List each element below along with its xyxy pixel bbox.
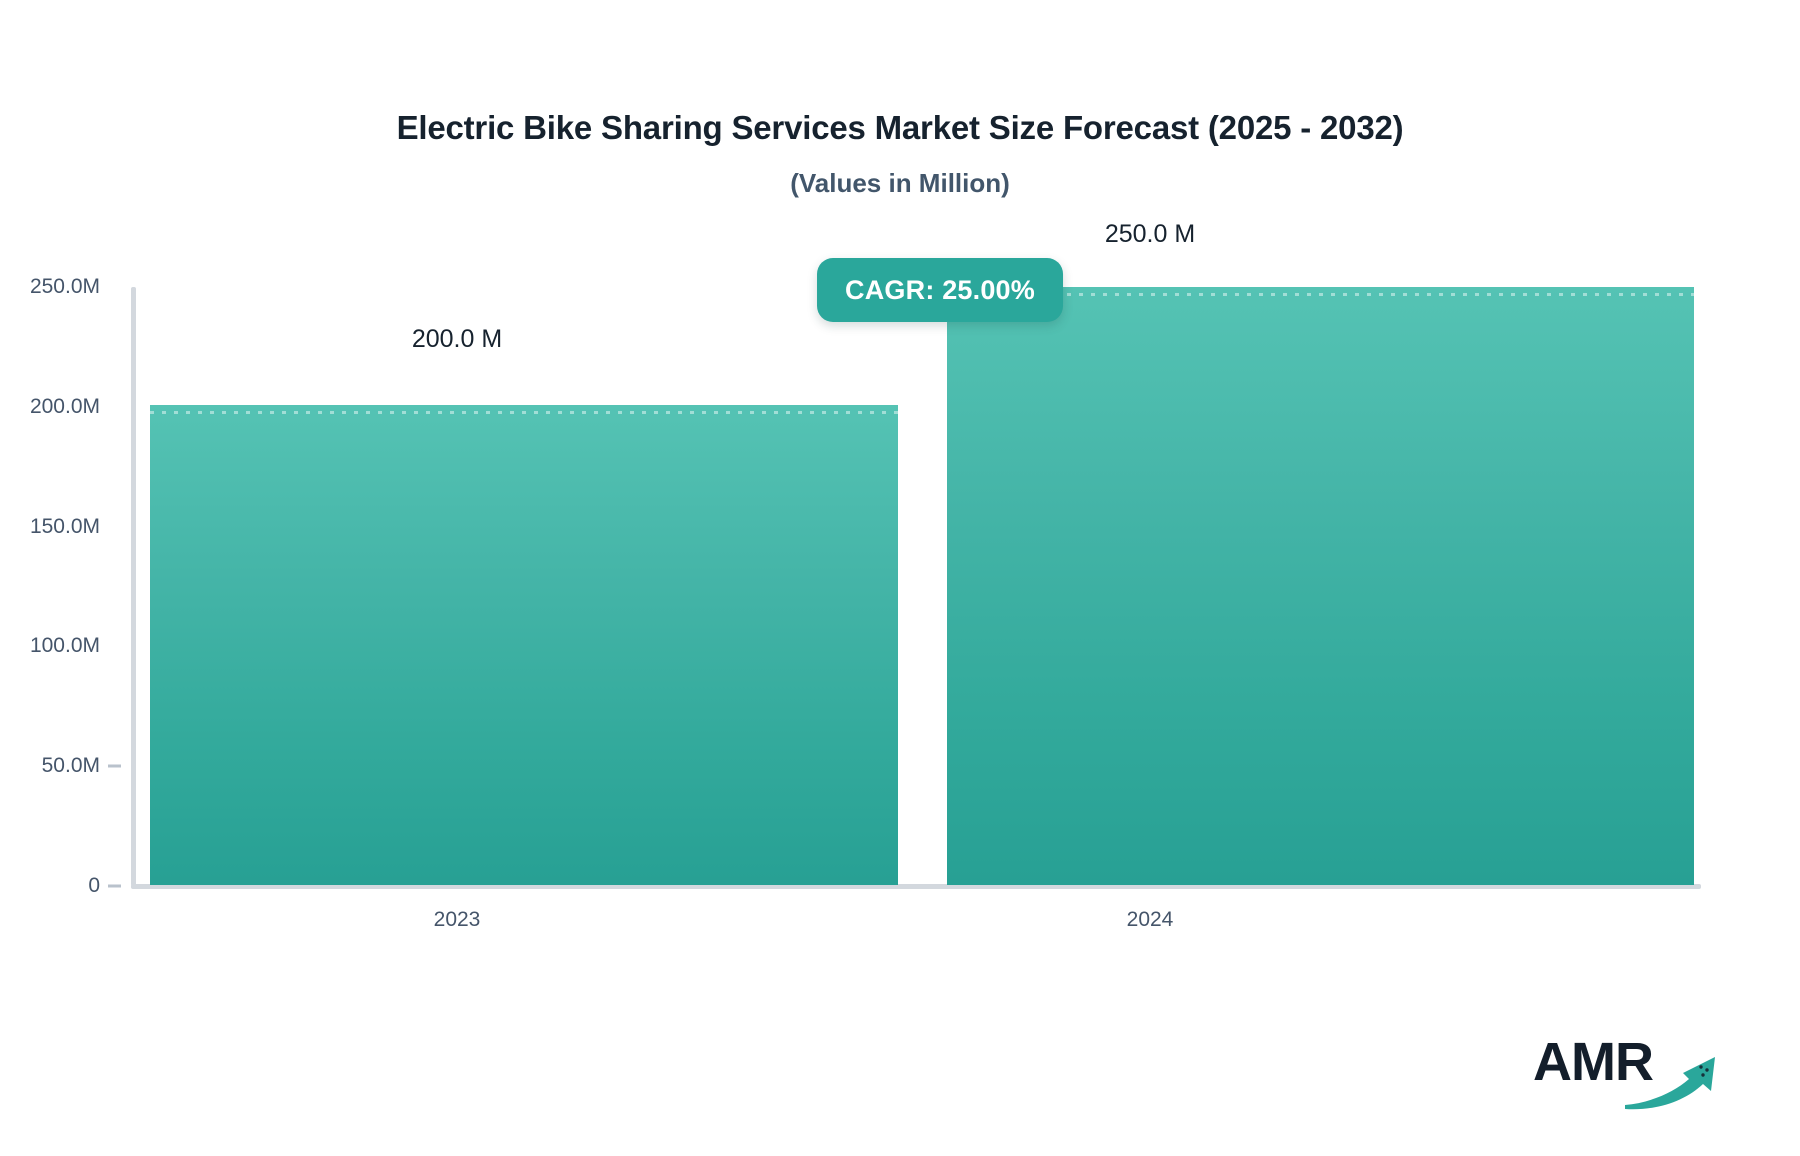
logo-text: AMR (1533, 1032, 1654, 1092)
page-title: Electric Bike Sharing Services Market Si… (396, 109, 1404, 146)
growth-arrow-icon (1623, 1043, 1763, 1120)
y-axis-tick-mark (108, 884, 121, 888)
y-axis-line (131, 287, 136, 886)
y-axis-tick-label: 250.0M (29, 275, 100, 298)
x-axis-label-2023: 2023 (433, 908, 481, 931)
x-axis-line (131, 884, 1701, 889)
bar-2023[interactable] (150, 405, 898, 885)
amr-logo: AMR (1533, 1035, 1763, 1125)
x-axis-label-2024: 2024 (1126, 908, 1174, 931)
y-axis-tick-label: 50.0M (41, 754, 100, 777)
y-axis-tick-label: 200.0M (29, 395, 100, 418)
cagr-badge[interactable]: CAGR: 25.00% (817, 258, 1063, 322)
chart-subtitle: (Values in Million) (790, 167, 1010, 198)
y-axis-tick-label: 100.0M (29, 634, 100, 657)
bar-2024[interactable] (947, 287, 1694, 885)
bar-top-pattern (947, 293, 1694, 296)
chart-header: Electric Bike Sharing Services Market Si… (0, 108, 1800, 199)
y-axis-tick-label: 0 (88, 874, 100, 897)
y-axis-tick-mark (108, 764, 121, 768)
y-axis-tick-label: 150.0M (29, 515, 100, 538)
bar-top-pattern (150, 411, 898, 414)
bar-value-label-2024: 250.0 M (1104, 220, 1196, 248)
bar-value-label-2023: 200.0 M (411, 325, 503, 353)
